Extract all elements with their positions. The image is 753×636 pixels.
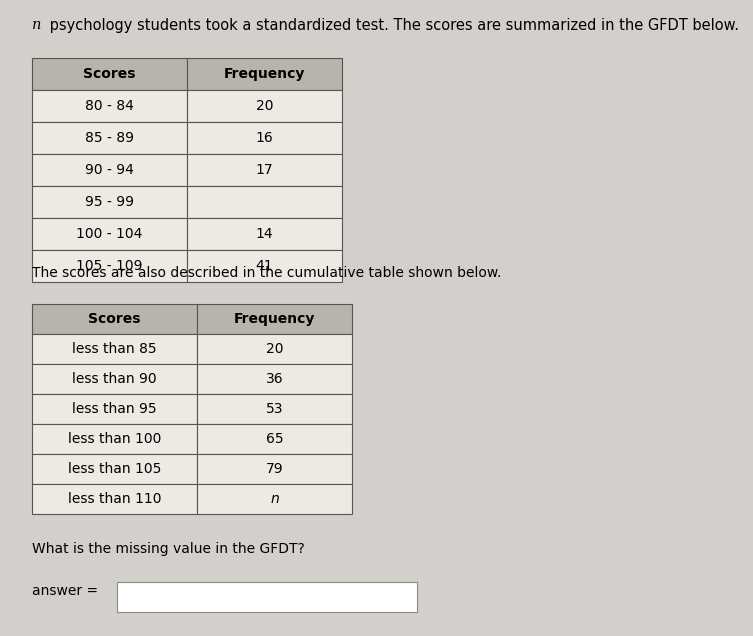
Bar — [197, 304, 352, 334]
Text: 14: 14 — [256, 227, 273, 241]
Bar — [32, 304, 197, 334]
Bar — [197, 364, 352, 394]
Bar — [197, 334, 352, 364]
Bar — [187, 90, 342, 122]
Text: 16: 16 — [255, 131, 273, 145]
Text: n: n — [270, 492, 279, 506]
Text: less than 85: less than 85 — [72, 342, 157, 356]
Bar — [32, 334, 197, 364]
Bar — [197, 484, 352, 514]
Text: 20: 20 — [256, 99, 273, 113]
Text: less than 100: less than 100 — [68, 432, 161, 446]
Text: Scores: Scores — [88, 312, 141, 326]
Bar — [32, 394, 197, 424]
Text: Scores: Scores — [84, 67, 136, 81]
Text: The scores are also described in the cumulative table shown below.: The scores are also described in the cum… — [32, 266, 501, 280]
Text: less than 90: less than 90 — [72, 372, 157, 386]
Text: 36: 36 — [266, 372, 283, 386]
Text: 65: 65 — [266, 432, 283, 446]
Bar — [187, 122, 342, 154]
Bar — [32, 90, 187, 122]
Bar — [187, 58, 342, 90]
Text: 41: 41 — [256, 259, 273, 273]
Bar — [32, 250, 187, 282]
Text: 100 - 104: 100 - 104 — [76, 227, 142, 241]
Bar — [197, 454, 352, 484]
Bar — [32, 122, 187, 154]
Bar — [32, 364, 197, 394]
Bar — [32, 454, 197, 484]
Text: Frequency: Frequency — [224, 67, 305, 81]
Bar — [187, 186, 342, 218]
Text: What is the missing value in the GFDT?: What is the missing value in the GFDT? — [32, 542, 305, 556]
Text: 20: 20 — [266, 342, 283, 356]
Text: 85 - 89: 85 - 89 — [85, 131, 134, 145]
Bar — [32, 154, 187, 186]
Bar — [187, 218, 342, 250]
Text: 95 - 99: 95 - 99 — [85, 195, 134, 209]
Bar — [187, 250, 342, 282]
Text: 79: 79 — [266, 462, 283, 476]
Bar — [117, 582, 417, 612]
Text: 17: 17 — [256, 163, 273, 177]
Text: less than 105: less than 105 — [68, 462, 161, 476]
Bar — [197, 424, 352, 454]
Text: psychology students took a standardized test. The scores are summarized in the G: psychology students took a standardized … — [45, 18, 739, 33]
Bar — [197, 394, 352, 424]
Bar — [32, 484, 197, 514]
Text: less than 110: less than 110 — [68, 492, 161, 506]
Text: 90 - 94: 90 - 94 — [85, 163, 134, 177]
Text: n: n — [32, 18, 41, 32]
Text: less than 95: less than 95 — [72, 402, 157, 416]
Text: answer =: answer = — [32, 584, 98, 598]
Bar — [32, 218, 187, 250]
Bar — [32, 58, 187, 90]
Bar — [187, 154, 342, 186]
Bar — [32, 186, 187, 218]
Text: 53: 53 — [266, 402, 283, 416]
Text: Frequency: Frequency — [234, 312, 316, 326]
Text: 105 - 109: 105 - 109 — [76, 259, 143, 273]
Bar — [32, 424, 197, 454]
Text: 80 - 84: 80 - 84 — [85, 99, 134, 113]
